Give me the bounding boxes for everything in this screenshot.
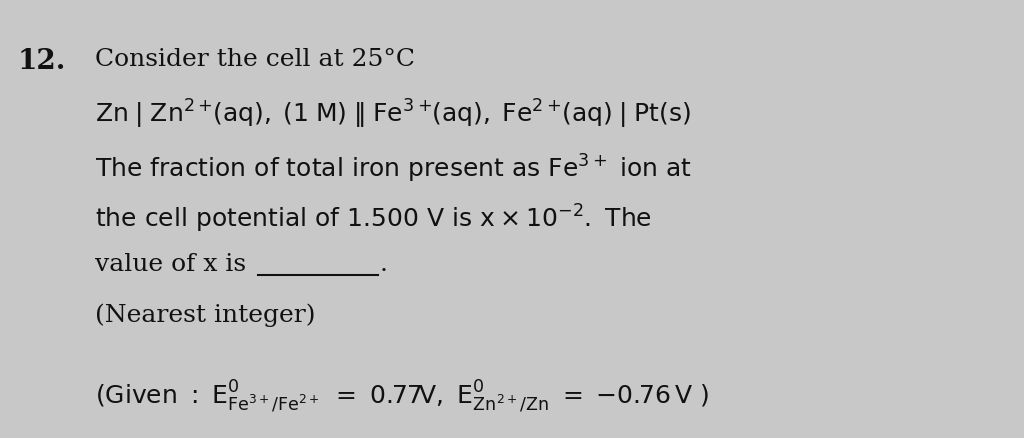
Text: $\mathrm{the\ cell\ potential\ of\ 1.500\ V\ is\ x \times 10^{-2}.\ The}$: $\mathrm{the\ cell\ potential\ of\ 1.500… bbox=[95, 203, 652, 235]
Text: 12.: 12. bbox=[18, 48, 67, 75]
Text: $\mathrm{(Given\ :\ E^{0}_{Fe^{3+}/Fe^{2+}}\ =\ 0.77V,\ E^{0}_{Zn^{2+}/Zn}\ =\ {: $\mathrm{(Given\ :\ E^{0}_{Fe^{3+}/Fe^{2… bbox=[95, 378, 710, 415]
Text: $\mathrm{Zn\;|\;Zn^{2+}\!(aq),\;(1\;M)\;\|\;Fe^{3+}\!(aq),\;Fe^{2+}\!(aq)\;|\;Pt: $\mathrm{Zn\;|\;Zn^{2+}\!(aq),\;(1\;M)\;… bbox=[95, 98, 691, 131]
Text: $\mathrm{The\ fraction\ of\ total\ iron\ present\ as\ Fe^{3+}\ ion\ at}$: $\mathrm{The\ fraction\ of\ total\ iron\… bbox=[95, 153, 692, 185]
Text: (Nearest integer): (Nearest integer) bbox=[95, 303, 315, 327]
Text: Consider the cell at 25°C: Consider the cell at 25°C bbox=[95, 48, 415, 71]
Text: .: . bbox=[380, 253, 388, 276]
Text: value of x is: value of x is bbox=[95, 253, 246, 276]
